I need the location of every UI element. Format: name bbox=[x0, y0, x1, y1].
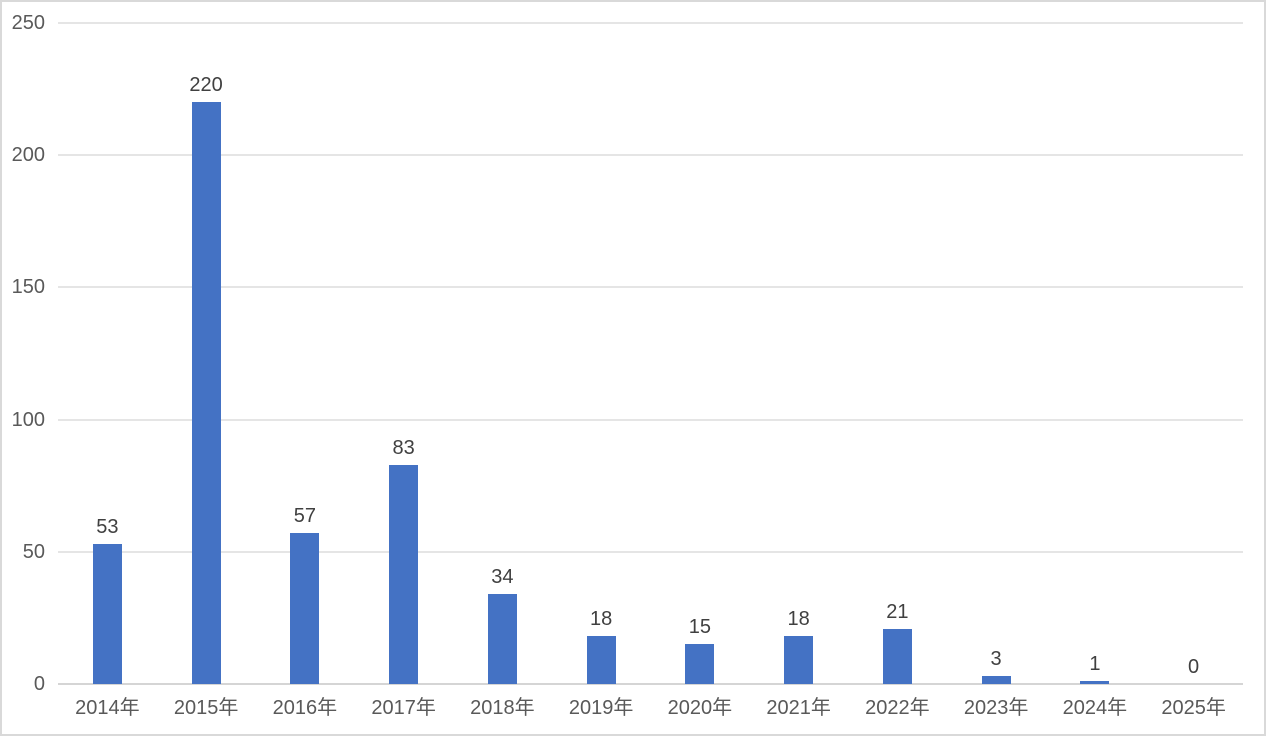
bar-value-label: 21 bbox=[886, 600, 909, 623]
bar-value-label: 0 bbox=[1188, 656, 1200, 678]
bar-value-label: 53 bbox=[96, 515, 119, 538]
x-tick-label: 2015年 bbox=[173, 697, 239, 719]
y-tick-label: 200 bbox=[11, 144, 45, 167]
bar-value-label: 220 bbox=[189, 74, 223, 97]
bar-2017年 bbox=[389, 464, 419, 684]
y-tick-label: 150 bbox=[11, 276, 45, 299]
gridline bbox=[58, 154, 1243, 157]
x-tick-label: 2018年 bbox=[470, 697, 535, 719]
bar-value-label: 1 bbox=[1089, 653, 1101, 676]
bar-2023年 bbox=[981, 676, 1011, 684]
x-axis-line bbox=[58, 683, 1243, 685]
gridline bbox=[58, 22, 1243, 24]
x-tick-label: 2024年 bbox=[1062, 697, 1128, 719]
bar-2018年 bbox=[487, 594, 517, 684]
bar-2024年 bbox=[1080, 681, 1110, 684]
x-tick-label: 2020年 bbox=[667, 697, 733, 719]
gridline bbox=[58, 418, 1243, 421]
y-tick-label: 250 bbox=[11, 12, 45, 34]
x-tick-label: 2017年 bbox=[371, 697, 436, 719]
x-tick-label: 2022年 bbox=[865, 697, 930, 719]
bar-value-label: 3 bbox=[990, 648, 1002, 671]
x-tick-label: 2014年 bbox=[75, 697, 140, 719]
bar-value-label: 34 bbox=[491, 566, 514, 589]
bar-value-label: 18 bbox=[787, 608, 810, 631]
bar-2020年 bbox=[685, 644, 715, 684]
x-tick-label: 2016年 bbox=[272, 697, 338, 719]
y-tick-label: 50 bbox=[22, 540, 45, 563]
plot-area: 53 220 57 83 34 18 15 18 21 3 1 0 bbox=[58, 22, 1243, 685]
gridline bbox=[58, 286, 1243, 289]
bar-value-label: 15 bbox=[688, 616, 712, 639]
bar-value-label: 57 bbox=[293, 505, 317, 528]
bar-2016年 bbox=[290, 533, 320, 684]
bar-2019年 bbox=[586, 636, 616, 684]
bar-value-label: 83 bbox=[392, 436, 415, 459]
bar-2015年 bbox=[191, 102, 221, 684]
y-axis: 0 50 100 150 200 250 bbox=[2, 13, 45, 694]
bar-value-label: 18 bbox=[589, 608, 613, 631]
x-tick-label: 2019年 bbox=[568, 697, 634, 719]
bar-2021年 bbox=[784, 636, 814, 684]
y-tick-label: 100 bbox=[11, 408, 45, 431]
y-tick-label: 0 bbox=[33, 673, 45, 695]
gridline bbox=[58, 550, 1243, 553]
x-tick-label: 2023年 bbox=[963, 697, 1029, 719]
x-tick-label: 2021年 bbox=[766, 697, 831, 719]
x-tick-label: 2025年 bbox=[1161, 697, 1226, 719]
bar-2014年 bbox=[92, 543, 122, 684]
x-axis: 2014年 2015年 2016年 2017年 2018年 2019年 2020年 2021年… bbox=[58, 697, 1243, 723]
bar-2022年 bbox=[882, 628, 912, 684]
